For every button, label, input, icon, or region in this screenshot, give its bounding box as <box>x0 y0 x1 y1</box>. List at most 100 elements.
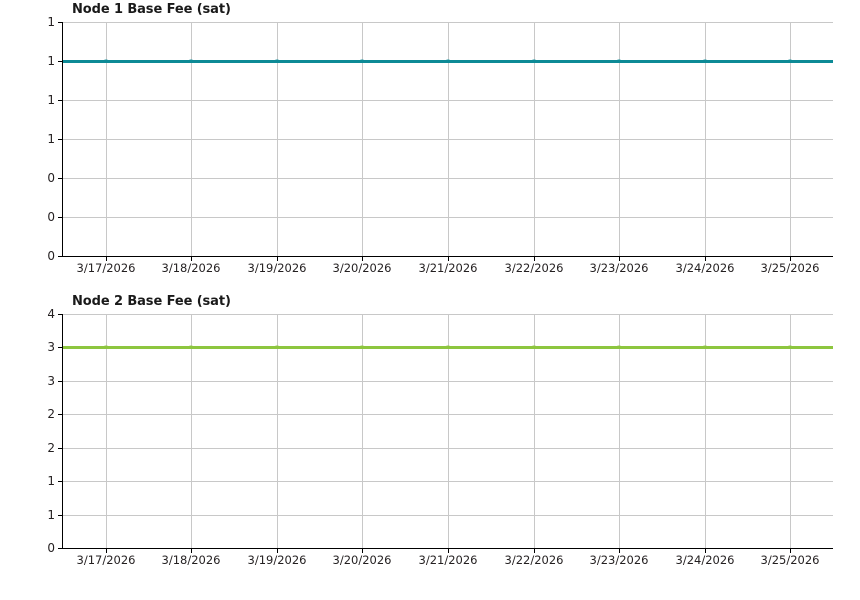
x-axis-label: 3/17/2026 <box>76 261 136 275</box>
series-data-point <box>703 345 707 349</box>
y-axis-tick <box>58 381 63 382</box>
x-axis-label: 3/18/2026 <box>161 553 221 567</box>
x-axis-label: 3/24/2026 <box>675 553 735 567</box>
x-axis-label: 3/25/2026 <box>760 261 820 275</box>
y-axis-label: 4 <box>47 307 55 321</box>
gridline-vertical <box>362 22 363 256</box>
y-axis-tick <box>58 139 63 140</box>
x-axis-label: 3/20/2026 <box>332 553 392 567</box>
gridline-vertical <box>448 22 449 256</box>
series-data-point <box>446 345 450 349</box>
x-axis-tick <box>790 256 791 261</box>
y-axis-tick <box>58 256 63 257</box>
x-axis-tick <box>705 548 706 553</box>
gridline-vertical <box>191 22 192 256</box>
x-axis-label: 3/21/2026 <box>418 553 478 567</box>
series-data-point <box>532 345 536 349</box>
x-axis-label: 3/18/2026 <box>161 261 221 275</box>
gridline-vertical <box>448 314 449 548</box>
x-axis-label: 3/19/2026 <box>247 261 307 275</box>
gridline-vertical <box>619 22 620 256</box>
gridline-vertical <box>277 22 278 256</box>
x-axis-tick <box>448 256 449 261</box>
x-axis-label: 3/23/2026 <box>589 553 649 567</box>
x-axis-tick <box>705 256 706 261</box>
series-data-point <box>617 345 621 349</box>
series-data-point <box>617 59 621 63</box>
series-data-point <box>104 59 108 63</box>
y-axis-tick <box>58 448 63 449</box>
gridline-vertical <box>106 22 107 256</box>
x-axis-tick <box>362 256 363 261</box>
chart-1-title: Node 1 Base Fee (sat) <box>72 2 231 17</box>
x-axis-label: 3/25/2026 <box>760 553 820 567</box>
series-data-point <box>360 59 364 63</box>
x-axis-label: 3/24/2026 <box>675 261 735 275</box>
y-axis-label: 0 <box>47 541 55 555</box>
y-axis-label: 1 <box>47 132 55 146</box>
series-data-point <box>104 345 108 349</box>
series-data-point <box>360 345 364 349</box>
y-axis-tick <box>58 481 63 482</box>
x-axis-tick <box>277 548 278 553</box>
series-data-point <box>703 59 707 63</box>
gridline-vertical <box>106 314 107 548</box>
x-axis-label: 3/19/2026 <box>247 553 307 567</box>
gridline-vertical <box>619 314 620 548</box>
gridline-vertical <box>534 22 535 256</box>
x-axis-tick <box>448 548 449 553</box>
gridline-vertical <box>705 22 706 256</box>
y-axis-label: 1 <box>47 474 55 488</box>
gridline-vertical <box>534 314 535 548</box>
y-axis-label: 0 <box>47 210 55 224</box>
series-data-point <box>275 345 279 349</box>
x-axis-tick <box>106 256 107 261</box>
y-axis-tick <box>58 178 63 179</box>
x-axis-tick <box>277 256 278 261</box>
chart-1-x-axis-line <box>62 256 833 257</box>
x-axis-tick <box>619 256 620 261</box>
y-axis-label: 1 <box>47 93 55 107</box>
series-data-point <box>532 59 536 63</box>
x-axis-tick <box>362 548 363 553</box>
y-axis-tick <box>58 515 63 516</box>
y-axis-tick <box>58 22 63 23</box>
gridline-vertical <box>790 22 791 256</box>
x-axis-tick <box>191 256 192 261</box>
chart-2-title: Node 2 Base Fee (sat) <box>72 294 231 309</box>
gridline-vertical <box>191 314 192 548</box>
y-axis-tick <box>58 414 63 415</box>
y-axis-tick <box>58 61 63 62</box>
x-axis-tick <box>191 548 192 553</box>
series-data-point <box>189 345 193 349</box>
series-data-point <box>788 59 792 63</box>
gridline-vertical <box>277 314 278 548</box>
chart-panel-node-2: Node 2 Base Fee (sat) 4 3 3 2 2 1 1 0 3/17/2026 3… <box>0 292 860 592</box>
series-data-point <box>189 59 193 63</box>
x-axis-label: 3/17/2026 <box>76 553 136 567</box>
x-axis-tick <box>534 256 535 261</box>
y-axis-label: 0 <box>47 171 55 185</box>
y-axis-label: 1 <box>47 15 55 29</box>
y-axis-tick <box>58 347 63 348</box>
y-axis-tick <box>58 314 63 315</box>
series-data-point <box>275 59 279 63</box>
x-axis-label: 3/21/2026 <box>418 261 478 275</box>
chart-panel-node-1: Node 1 Base Fee (sat) 1 1 1 1 0 0 0 3/17/2026 3/… <box>0 0 860 290</box>
x-axis-tick <box>534 548 535 553</box>
x-axis-tick <box>790 548 791 553</box>
gridline-vertical <box>790 314 791 548</box>
x-axis-label: 3/20/2026 <box>332 261 392 275</box>
y-axis-tick <box>58 217 63 218</box>
x-axis-tick <box>106 548 107 553</box>
x-axis-label: 3/22/2026 <box>504 261 564 275</box>
y-axis-label: 3 <box>47 374 55 388</box>
y-axis-label: 0 <box>47 249 55 263</box>
y-axis-tick <box>58 100 63 101</box>
gridline-vertical <box>705 314 706 548</box>
y-axis-label: 1 <box>47 508 55 522</box>
y-axis-tick <box>58 548 63 549</box>
x-axis-tick <box>619 548 620 553</box>
chart-1-plot-area: 1 1 1 1 0 0 0 3/17/2026 3/18/2026 3/19/2026 3/20/2… <box>47 16 833 274</box>
series-data-point <box>788 345 792 349</box>
